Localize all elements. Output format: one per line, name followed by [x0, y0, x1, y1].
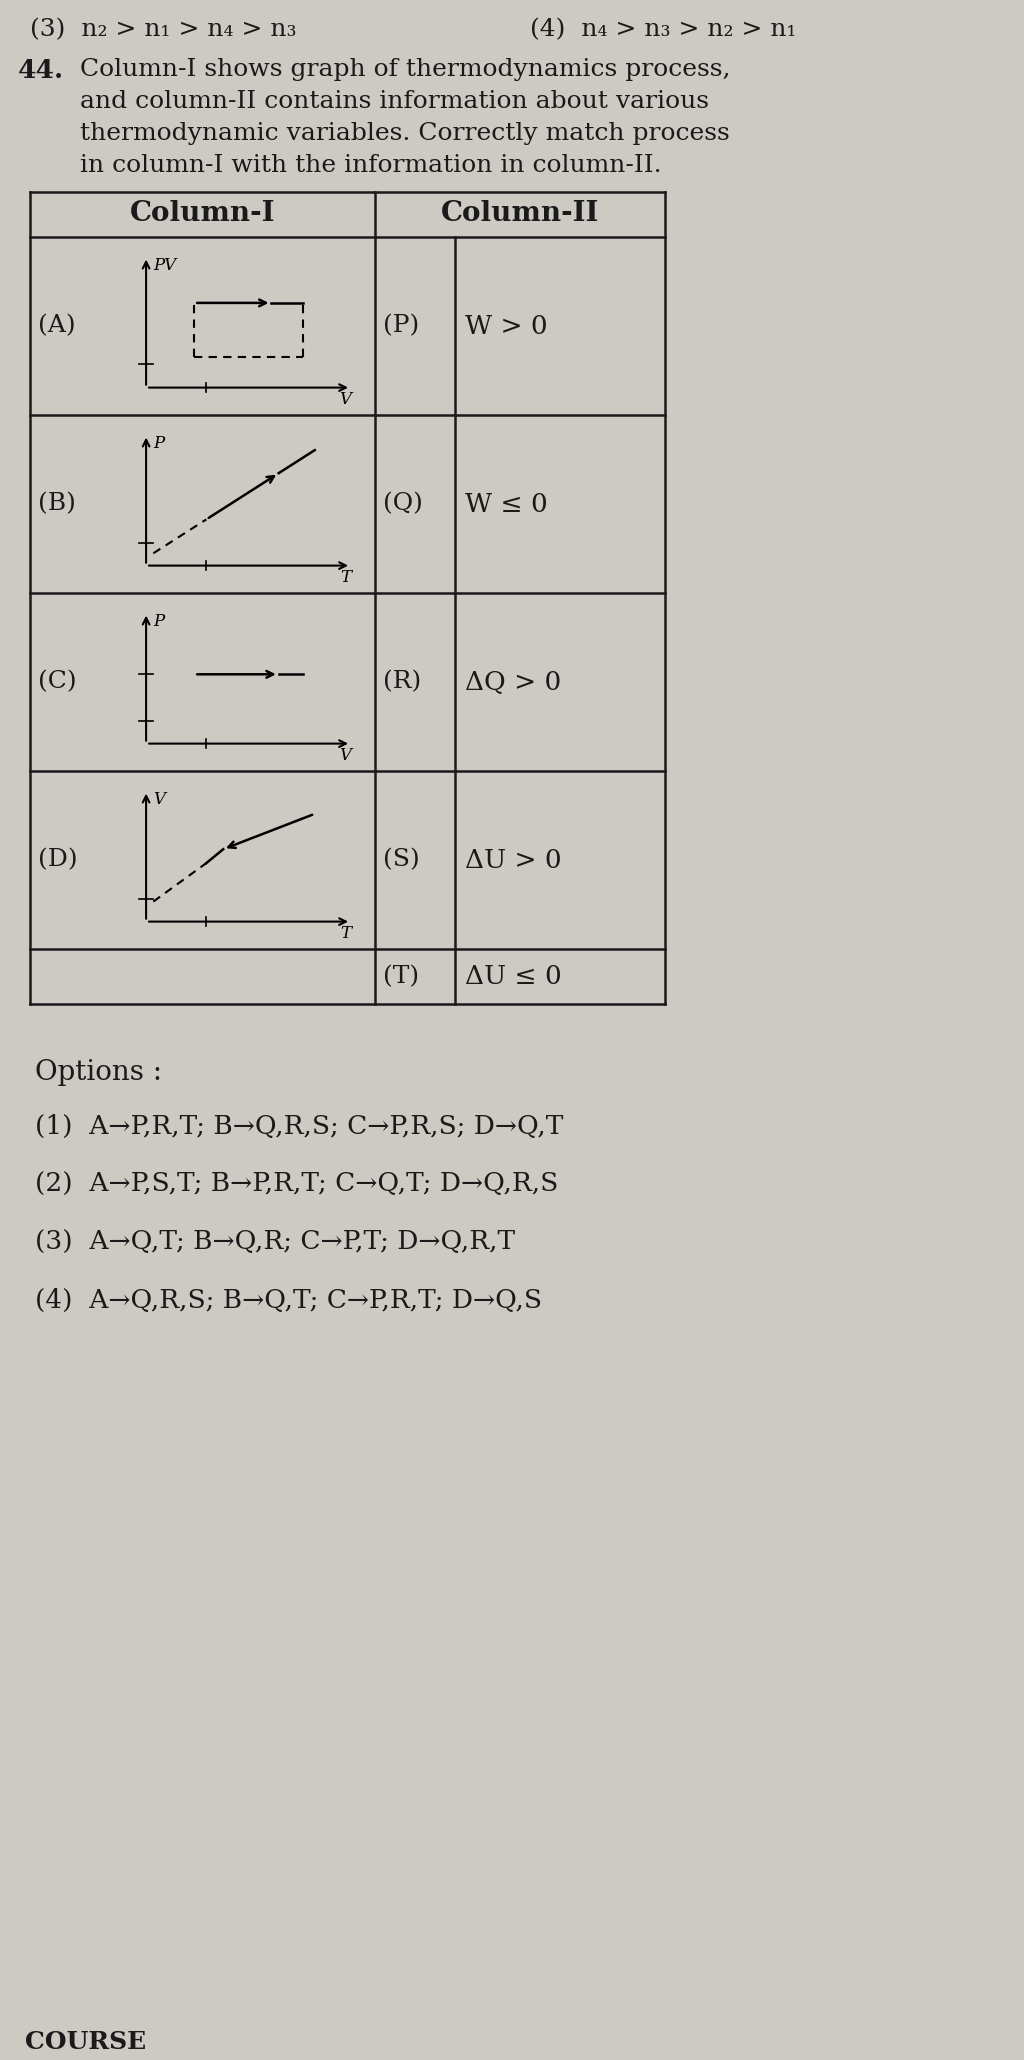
- Text: (4)  n₄ > n₃ > n₂ > n₁: (4) n₄ > n₃ > n₂ > n₁: [530, 19, 797, 41]
- Text: (2)  A→P,S,T; B→P,R,T; C→Q,T; D→Q,R,S: (2) A→P,S,T; B→P,R,T; C→Q,T; D→Q,R,S: [35, 1172, 558, 1197]
- Text: (D): (D): [38, 849, 78, 871]
- Text: (R): (R): [383, 670, 421, 694]
- Text: and column-II contains information about various: and column-II contains information about…: [80, 91, 709, 113]
- Text: V: V: [339, 391, 351, 408]
- Text: 44.: 44.: [18, 58, 65, 82]
- Text: ΔU ≤ 0: ΔU ≤ 0: [465, 964, 562, 989]
- Text: P: P: [154, 612, 165, 630]
- Text: thermodynamic variables. Correctly match process: thermodynamic variables. Correctly match…: [80, 122, 730, 144]
- Text: W > 0: W > 0: [465, 313, 548, 338]
- Text: T: T: [340, 569, 351, 585]
- Text: V: V: [154, 791, 165, 808]
- Text: (P): (P): [383, 315, 419, 338]
- Text: PV: PV: [154, 258, 176, 274]
- Text: (C): (C): [38, 670, 77, 694]
- Text: (Q): (Q): [383, 492, 423, 515]
- Text: Column-I shows graph of thermodynamics process,: Column-I shows graph of thermodynamics p…: [80, 58, 730, 80]
- Text: Column-I: Column-I: [130, 200, 275, 227]
- Text: ΔQ > 0: ΔQ > 0: [465, 670, 561, 694]
- Text: in column-I with the information in column-II.: in column-I with the information in colu…: [80, 154, 662, 177]
- Text: (S): (S): [383, 849, 420, 871]
- Text: Options :: Options :: [35, 1059, 162, 1086]
- Text: (B): (B): [38, 492, 76, 515]
- Text: (T): (T): [383, 964, 419, 989]
- Text: W ≤ 0: W ≤ 0: [465, 492, 548, 517]
- Text: Column-II: Column-II: [440, 200, 599, 227]
- Text: (3)  n₂ > n₁ > n₄ > n₃: (3) n₂ > n₁ > n₄ > n₃: [30, 19, 297, 41]
- Text: V: V: [339, 746, 351, 764]
- Text: COURSE: COURSE: [25, 2029, 146, 2054]
- Text: ΔU > 0: ΔU > 0: [465, 847, 561, 873]
- Text: T: T: [340, 925, 351, 941]
- Text: (4)  A→Q,R,S; B→Q,T; C→P,R,T; D→Q,S: (4) A→Q,R,S; B→Q,T; C→P,R,T; D→Q,S: [35, 1288, 542, 1312]
- Text: (1)  A→P,R,T; B→Q,R,S; C→P,R,S; D→Q,T: (1) A→P,R,T; B→Q,R,S; C→P,R,S; D→Q,T: [35, 1114, 563, 1139]
- Text: (3)  A→Q,T; B→Q,R; C→P,T; D→Q,R,T: (3) A→Q,T; B→Q,R; C→P,T; D→Q,R,T: [35, 1230, 515, 1255]
- Text: (A): (A): [38, 315, 76, 338]
- Text: P: P: [154, 435, 165, 451]
